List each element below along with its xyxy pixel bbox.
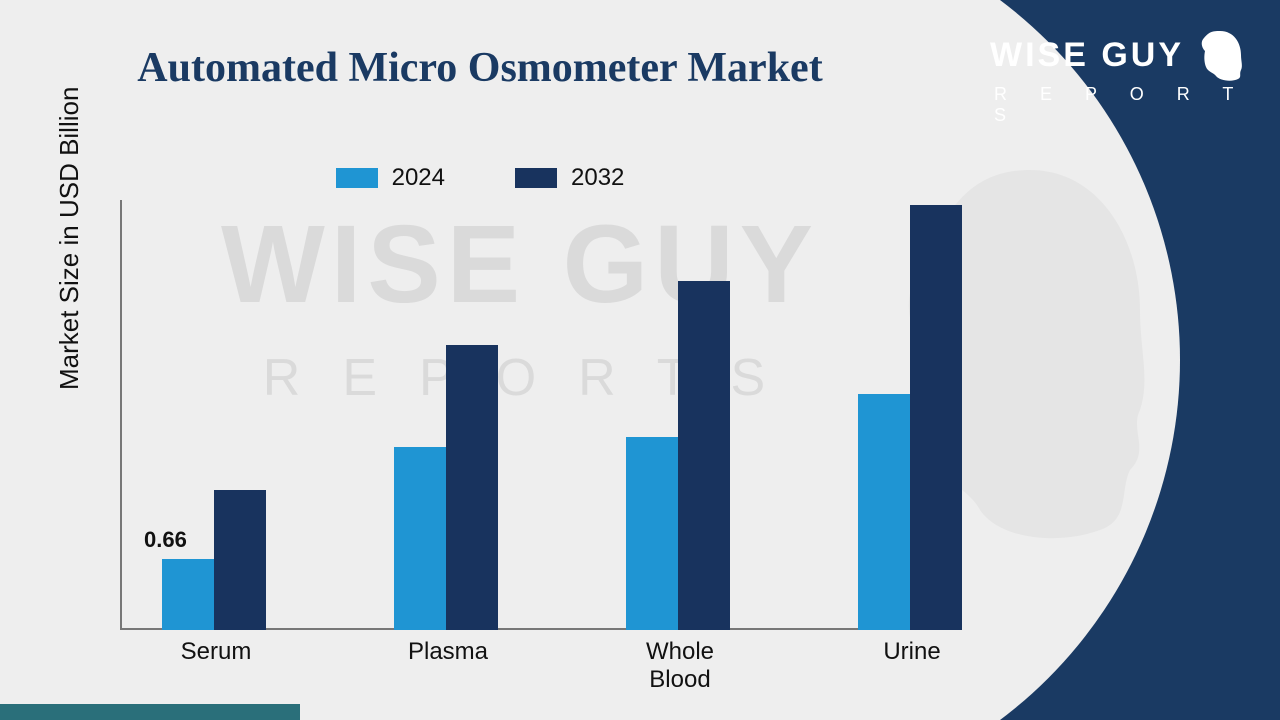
bar-value-label: 0.66 — [144, 527, 187, 553]
x-tick-label: Urine — [832, 638, 992, 666]
x-tick-label: Serum — [136, 638, 296, 666]
legend: 2024 2032 — [0, 164, 960, 192]
chart-title: Automated Micro Osmometer Market — [0, 44, 960, 92]
bar — [858, 394, 910, 631]
brand-logo: WISE GUY R E P O R T S — [990, 28, 1250, 126]
x-tick-label: Plasma — [368, 638, 528, 666]
bar — [214, 490, 266, 630]
bar — [162, 559, 214, 630]
y-axis-line — [120, 200, 122, 630]
legend-item-2032: 2032 — [515, 164, 624, 192]
bar — [446, 345, 498, 630]
bar — [678, 281, 730, 630]
bar — [394, 447, 446, 630]
legend-swatch-2024 — [336, 168, 378, 188]
canvas: WISE GUY REPORTS WISE GUY R E P O R T S … — [0, 0, 1280, 720]
chart-plot-area: SerumPlasmaWholeBloodUrine0.66 — [120, 200, 940, 630]
footer-accent-bar — [0, 704, 300, 720]
y-axis-label: Market Size in USD Billion — [54, 87, 85, 390]
bar — [910, 205, 962, 630]
legend-label-2024: 2024 — [392, 164, 445, 192]
brand-sub: R E P O R T S — [994, 84, 1250, 126]
legend-item-2024: 2024 — [336, 164, 445, 192]
brand-name: WISE GUY — [990, 38, 1184, 72]
legend-swatch-2032 — [515, 168, 557, 188]
x-tick-label: WholeBlood — [600, 638, 760, 693]
brand-head-icon — [1190, 28, 1244, 82]
legend-label-2032: 2032 — [571, 164, 624, 192]
bar — [626, 437, 678, 631]
